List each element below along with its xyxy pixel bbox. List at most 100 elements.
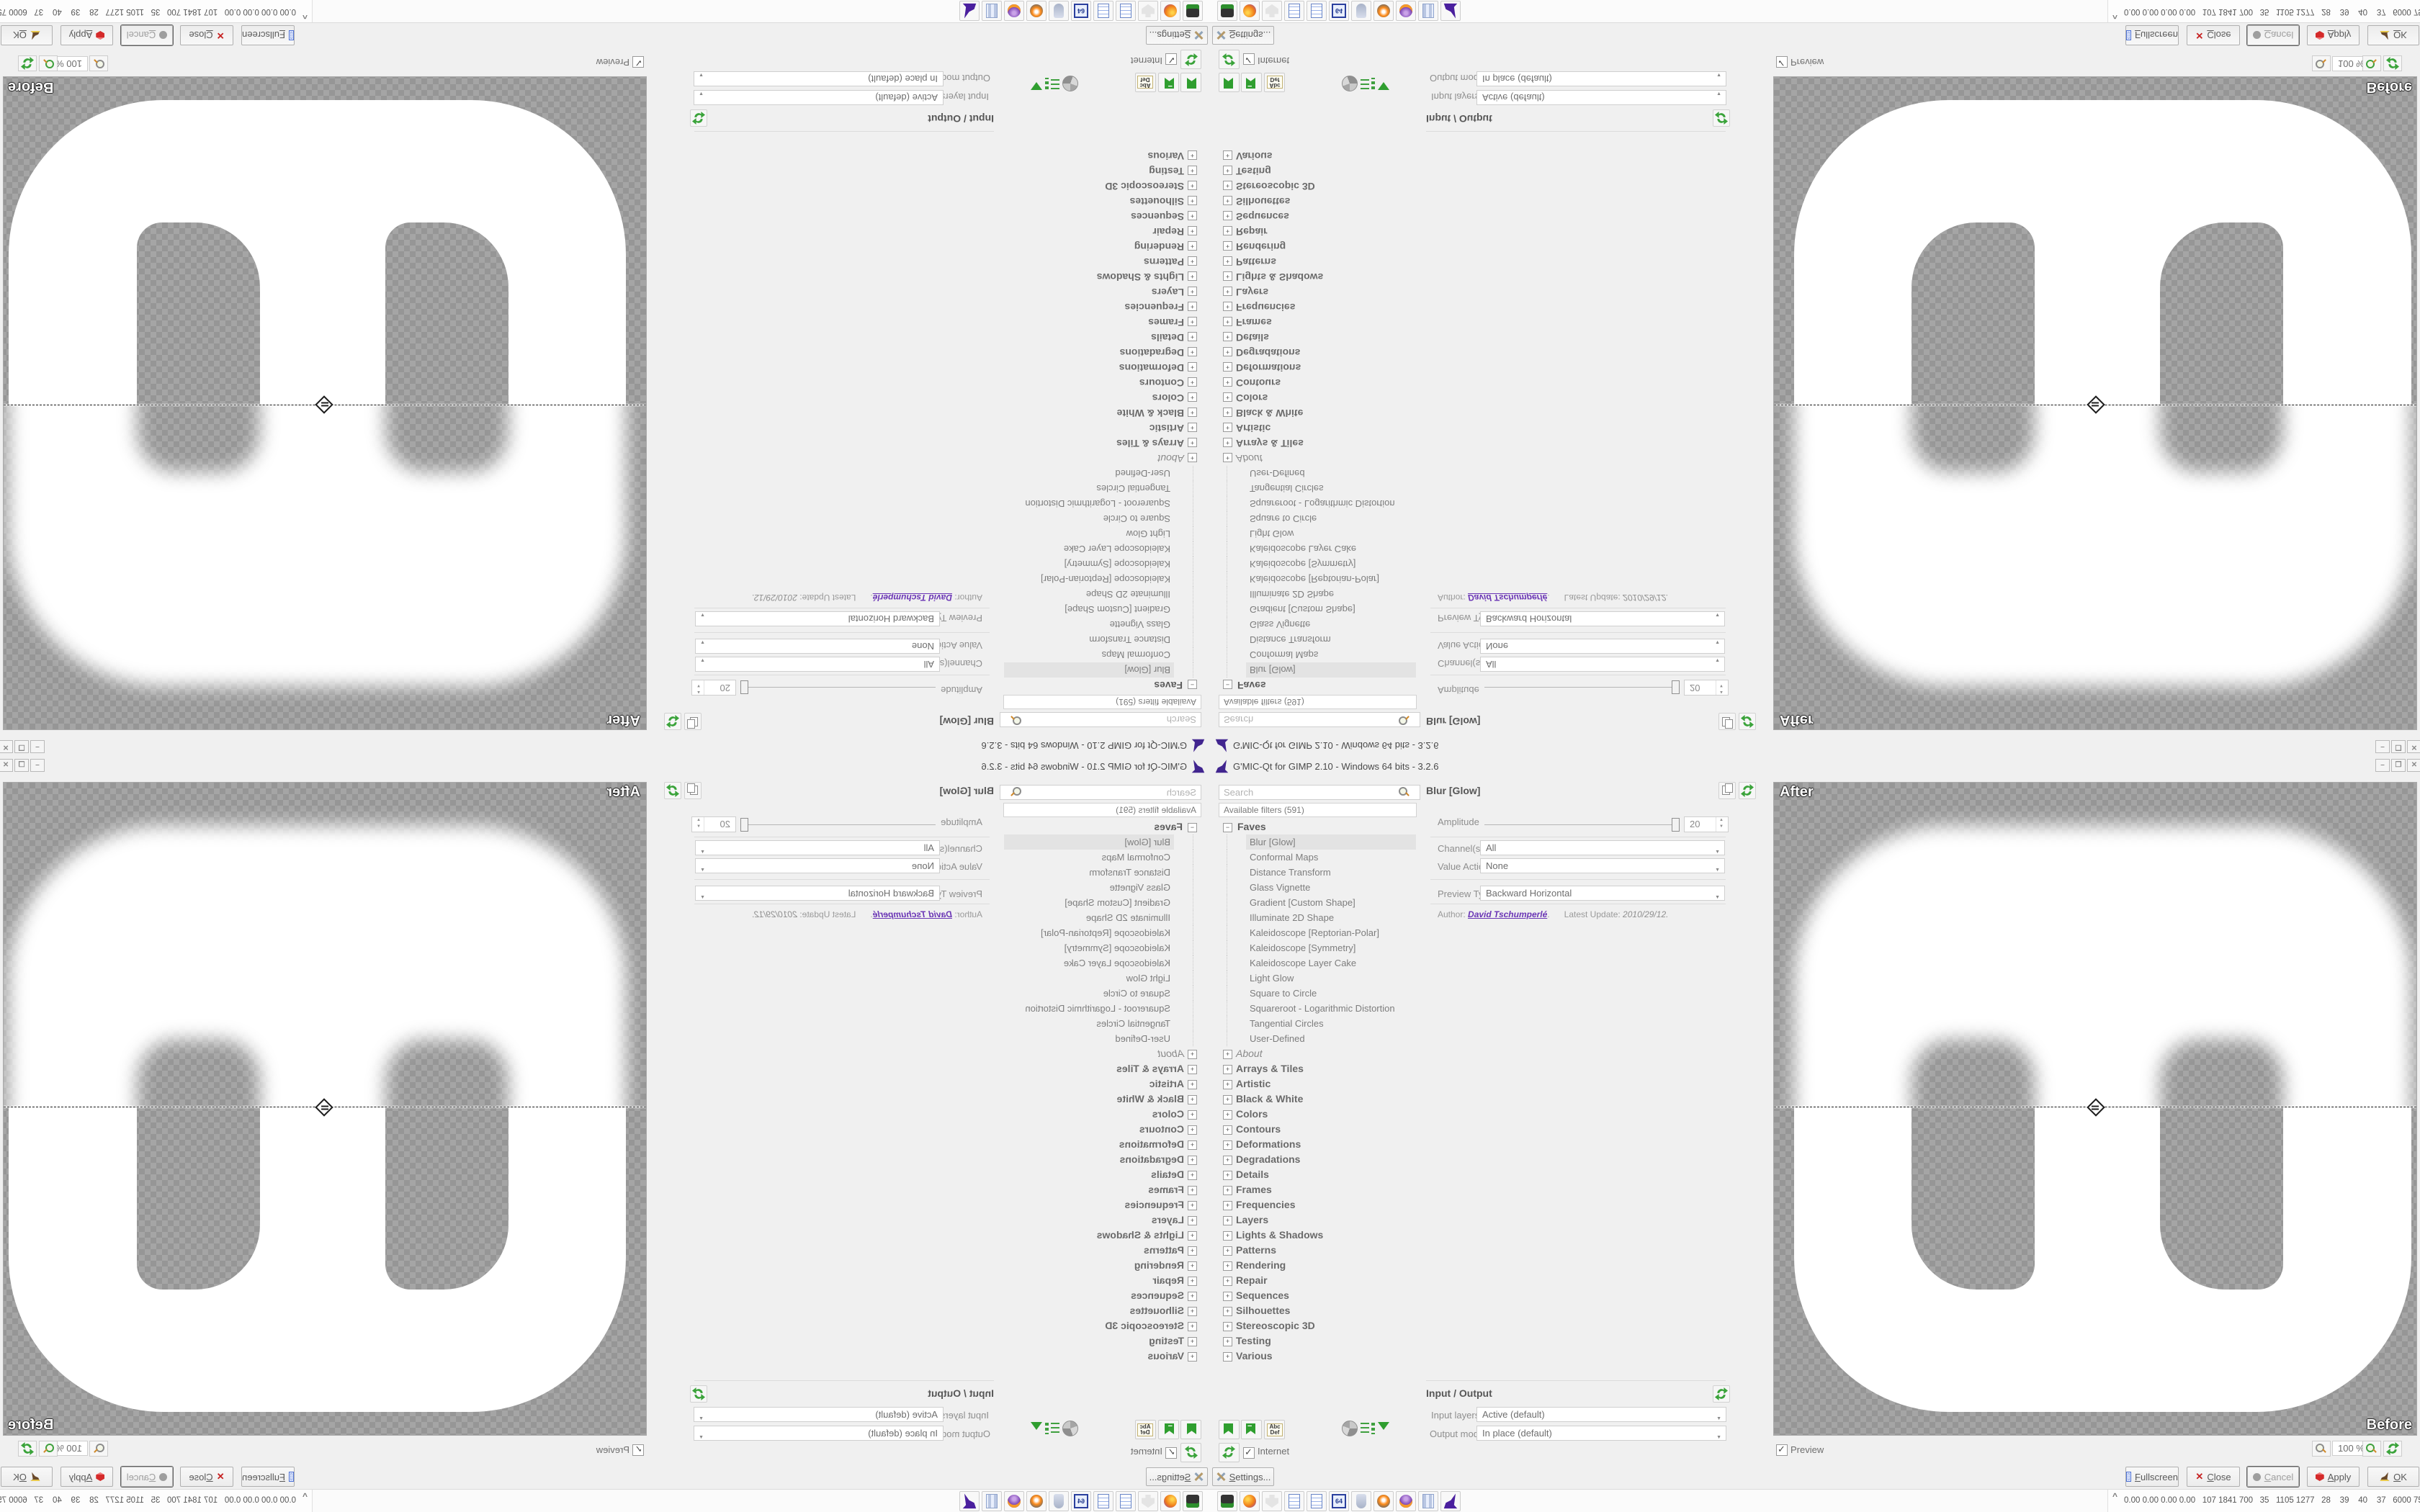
apply-button[interactable]: Apply	[2307, 1467, 2360, 1487]
window-titlebar[interactable]: G'MIC-Qt for GIMP 2.10 - Windows 64 bits…	[0, 734, 1210, 756]
preview-pane[interactable]: After Before	[3, 782, 647, 1436]
preview-pane[interactable]: After Before	[3, 76, 647, 730]
expand-icon[interactable]: +	[1188, 1352, 1197, 1362]
expand-icon[interactable]: +	[1223, 1246, 1232, 1256]
filter-item[interactable]: Gradient [Custom Shape]	[1000, 895, 1210, 910]
calculator-icon[interactable]	[982, 1, 1002, 21]
restore-button[interactable]: ❐	[2391, 740, 2406, 753]
gmic-hat-icon[interactable]	[1440, 1491, 1461, 1511]
scroll-icon[interactable]	[1049, 1, 1069, 21]
apply-button[interactable]: Apply	[60, 25, 113, 45]
expand-icon[interactable]: +	[1223, 1156, 1232, 1165]
expand-icon[interactable]: +	[1188, 256, 1197, 266]
expand-all-icon[interactable]	[1045, 1422, 1059, 1435]
gimp-icon[interactable]	[1183, 1, 1203, 21]
filter-category[interactable]: + Silhouettes	[1000, 1303, 1210, 1318]
expand-icon[interactable]: +	[1188, 241, 1197, 251]
filter-item[interactable]: Distance Transform	[1210, 632, 1420, 647]
amplitude-slider[interactable]	[747, 687, 936, 688]
system-monitor-widget[interactable]: ^ 0.00 0.00 0.00 0.00 107 1841 700 35 11…	[2107, 0, 2420, 22]
filter-category[interactable]: + About	[1000, 451, 1210, 466]
internet-checkbox[interactable]	[1243, 1446, 1255, 1459]
filter-item[interactable]: Conformal Maps	[1000, 850, 1210, 865]
filter-category[interactable]: + Lights & Shadows	[1000, 1228, 1210, 1243]
filter-category[interactable]: + Frequencies	[1210, 1197, 1420, 1212]
filter-item[interactable]: Tangential Circles	[1000, 481, 1210, 496]
amplitude-spinbox[interactable]: 20 ▲ ▼	[1684, 816, 1729, 832]
search-input[interactable]	[1000, 785, 1201, 800]
amplitude-spinbox[interactable]: 20 ▲ ▼	[691, 816, 736, 832]
amplitude-slider-handle[interactable]	[740, 818, 748, 832]
expand-icon[interactable]: +	[1223, 1261, 1232, 1271]
filter-category[interactable]: + Various	[1210, 1349, 1420, 1364]
update-filters-button[interactable]	[1180, 50, 1201, 69]
value-action-select[interactable]: None	[1480, 639, 1725, 654]
filter-category[interactable]: + Frequencies	[1000, 300, 1210, 315]
filter-category[interactable]: + Rendering	[1210, 1258, 1420, 1273]
expand-icon[interactable]: +	[1188, 1322, 1197, 1331]
window-titlebar[interactable]: G'MIC-Qt for GIMP 2.10 - Windows 64 bits…	[0, 756, 1210, 778]
output-mode-select[interactable]: In place (default)	[694, 1426, 944, 1441]
filter-item[interactable]: Gradient [Custom Shape]	[1000, 602, 1210, 617]
notepad-icon[interactable]	[1307, 1, 1327, 21]
output-mode-select[interactable]: In place (default)	[1476, 71, 1726, 86]
firefox-icon[interactable]	[1240, 1, 1260, 21]
filter-item[interactable]: Gradient [Custom Shape]	[1210, 895, 1420, 910]
expand-icon[interactable]: +	[1223, 150, 1232, 160]
spinner-arrows-icon[interactable]: ▲ ▼	[1716, 680, 1726, 695]
expand-icon[interactable]: +	[1223, 453, 1232, 462]
filter-item[interactable]: Blur [Glow]	[1210, 662, 1420, 678]
expand-icon[interactable]: +	[1223, 377, 1232, 387]
filter-category[interactable]: + Sequences	[1000, 1288, 1210, 1303]
preview-checkbox[interactable]	[632, 1444, 644, 1456]
scroll-icon[interactable]	[1351, 1, 1371, 21]
expand-all-icon[interactable]	[1361, 77, 1375, 90]
blender-icon[interactable]	[1373, 1491, 1394, 1511]
ok-button[interactable]: OK	[2367, 1467, 2419, 1487]
filter-item[interactable]: Distance Transform	[1000, 865, 1210, 880]
filter-category[interactable]: + Repair	[1210, 1273, 1420, 1288]
notepad-icon[interactable]	[1093, 1491, 1113, 1511]
filter-category[interactable]: + Artistic	[1210, 1076, 1420, 1092]
filter-category[interactable]: + Frames	[1210, 315, 1420, 330]
close-button[interactable]: ✕ Close	[2187, 25, 2240, 45]
plug-icon[interactable]	[1138, 1491, 1158, 1511]
floppy-64-icon[interactable]: 64	[1071, 1, 1091, 21]
preview-type-select[interactable]: Backward Horizontal	[1480, 611, 1725, 626]
amplitude-slider[interactable]	[747, 824, 936, 825]
gimp-icon[interactable]	[1217, 1491, 1237, 1511]
collapse-icon[interactable]: −	[1223, 823, 1232, 832]
owl-icon[interactable]	[1004, 1491, 1024, 1511]
collapse-icon[interactable]: −	[1188, 680, 1197, 689]
expand-icon[interactable]: +	[1188, 1110, 1197, 1120]
filter-group-faves[interactable]: − Faves	[1000, 819, 1210, 834]
filter-category[interactable]: + Degradations	[1000, 345, 1210, 360]
author-link[interactable]: David Tschumperlé	[1468, 593, 1548, 603]
filter-item[interactable]: Distance Transform	[1210, 865, 1420, 880]
gimp-icon[interactable]	[1183, 1491, 1203, 1511]
filter-category[interactable]: + Degradations	[1000, 1152, 1210, 1167]
preview-pane[interactable]: After Before	[1773, 782, 2417, 1436]
filter-category[interactable]: + Degradations	[1210, 1152, 1420, 1167]
copy-command-button[interactable]	[684, 782, 702, 799]
preview-checkbox[interactable]	[1776, 1444, 1788, 1456]
expand-icon[interactable]: +	[1223, 1186, 1232, 1195]
expand-icon[interactable]: +	[1188, 362, 1197, 372]
preview-checkbox[interactable]	[632, 56, 644, 68]
blender-icon[interactable]	[1026, 1, 1047, 21]
expand-icon[interactable]: +	[1223, 362, 1232, 372]
calculator-icon[interactable]	[982, 1491, 1002, 1511]
filter-category[interactable]: + About	[1210, 451, 1420, 466]
filter-category[interactable]: + Stereoscopic 3D	[1210, 1318, 1420, 1333]
filter-category[interactable]: + About	[1000, 1046, 1210, 1061]
filter-category[interactable]: + Artistic	[1210, 420, 1420, 436]
expand-icon[interactable]: +	[1223, 302, 1232, 311]
reset-filter-button[interactable]	[664, 713, 681, 730]
expand-icon[interactable]: +	[1223, 1050, 1232, 1059]
gmic-hat-icon[interactable]	[1440, 1, 1461, 21]
expand-icon[interactable]: +	[1188, 271, 1197, 281]
filter-item[interactable]: Blur [Glow]	[1210, 834, 1420, 850]
close-window-button[interactable]: ✕	[0, 759, 13, 772]
filter-category[interactable]: + Silhouettes	[1210, 1303, 1420, 1318]
spinner-arrows-icon[interactable]: ▲ ▼	[694, 680, 704, 695]
